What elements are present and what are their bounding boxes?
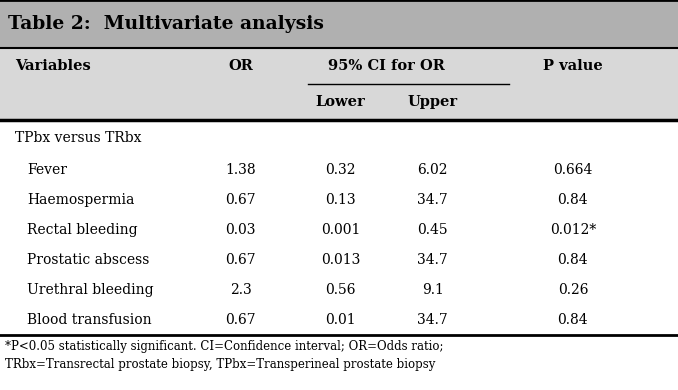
Text: 0.67: 0.67 (225, 193, 256, 207)
Text: 34.7: 34.7 (417, 193, 448, 207)
Text: P value: P value (543, 59, 603, 73)
Text: 0.01: 0.01 (325, 313, 356, 327)
Text: 0.84: 0.84 (557, 193, 589, 207)
Text: 1.38: 1.38 (225, 163, 256, 177)
Bar (0, 48, 678, 120)
Text: TPbx versus TRbx: TPbx versus TRbx (15, 131, 142, 145)
Bar (0, 0, 678, 48)
Text: 0.664: 0.664 (553, 163, 593, 177)
Text: 0.13: 0.13 (325, 193, 356, 207)
Text: OR: OR (228, 59, 253, 73)
Text: Upper: Upper (407, 95, 458, 109)
Text: Prostatic abscess: Prostatic abscess (27, 253, 149, 267)
Text: Variables: Variables (15, 59, 91, 73)
Text: 0.26: 0.26 (558, 283, 588, 297)
Text: Lower: Lower (315, 95, 365, 109)
Text: Blood transfusion: Blood transfusion (27, 313, 152, 327)
Text: 34.7: 34.7 (417, 313, 448, 327)
Text: 95% CI for OR: 95% CI for OR (328, 59, 445, 73)
Text: 34.7: 34.7 (417, 253, 448, 267)
Text: 0.84: 0.84 (557, 313, 589, 327)
Text: Haemospermia: Haemospermia (27, 193, 134, 207)
Text: Fever: Fever (27, 163, 67, 177)
Text: Urethral bleeding: Urethral bleeding (27, 283, 153, 297)
Text: 0.32: 0.32 (325, 163, 355, 177)
Text: 0.012*: 0.012* (550, 223, 596, 237)
Text: 0.67: 0.67 (225, 253, 256, 267)
Text: 9.1: 9.1 (422, 283, 443, 297)
Text: Rectal bleeding: Rectal bleeding (27, 223, 138, 237)
Text: 0.001: 0.001 (321, 223, 360, 237)
Text: 0.84: 0.84 (557, 253, 589, 267)
Text: 0.03: 0.03 (226, 223, 256, 237)
Text: 0.45: 0.45 (417, 223, 448, 237)
Text: *P<0.05 statistically significant. CI=Confidence interval; OR=Odds ratio;: *P<0.05 statistically significant. CI=Co… (5, 340, 443, 353)
Text: 0.013: 0.013 (321, 253, 360, 267)
Text: Table 2:  Multivariate analysis: Table 2: Multivariate analysis (8, 15, 324, 33)
Text: 0.67: 0.67 (225, 313, 256, 327)
Text: 0.56: 0.56 (325, 283, 355, 297)
Text: 2.3: 2.3 (230, 283, 252, 297)
Text: 6.02: 6.02 (418, 163, 447, 177)
Text: TRbx=Transrectal prostate biopsy, TPbx=Transperineal prostate biopsy: TRbx=Transrectal prostate biopsy, TPbx=T… (5, 358, 435, 371)
